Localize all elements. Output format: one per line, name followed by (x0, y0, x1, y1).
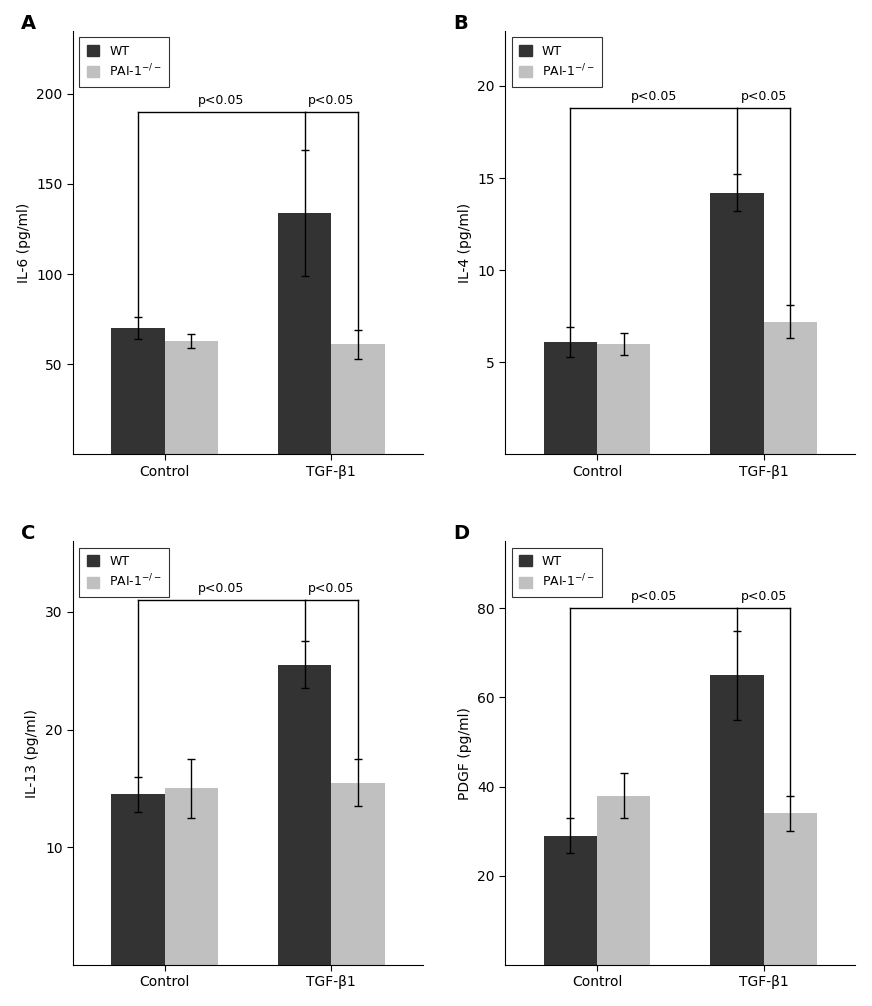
Y-axis label: PDGF (pg/ml): PDGF (pg/ml) (458, 707, 472, 800)
Bar (543, 342, 597, 455)
Text: p<0.05: p<0.05 (308, 94, 355, 107)
Text: p<0.05: p<0.05 (740, 90, 787, 103)
Bar (331, 344, 385, 455)
Y-axis label: IL-4 (pg/ml): IL-4 (pg/ml) (458, 202, 472, 283)
Y-axis label: IL-6 (pg/ml): IL-6 (pg/ml) (17, 202, 31, 283)
Bar (711, 675, 764, 965)
Text: B: B (453, 14, 467, 33)
Bar (278, 665, 331, 965)
Bar (165, 789, 218, 965)
Text: p<0.05: p<0.05 (740, 591, 787, 604)
Bar (331, 783, 385, 965)
Y-axis label: IL-13 (pg/ml): IL-13 (pg/ml) (25, 708, 39, 798)
Text: A: A (21, 14, 36, 33)
Bar (764, 322, 817, 455)
Legend: WT, PAI-1$^{-/-}$: WT, PAI-1$^{-/-}$ (512, 547, 602, 598)
Text: C: C (21, 524, 35, 543)
Text: p<0.05: p<0.05 (198, 582, 244, 596)
Text: p<0.05: p<0.05 (630, 90, 677, 103)
Legend: WT, PAI-1$^{-/-}$: WT, PAI-1$^{-/-}$ (79, 37, 169, 87)
Bar (764, 813, 817, 965)
Bar (112, 795, 165, 965)
Text: p<0.05: p<0.05 (308, 582, 355, 596)
Text: D: D (453, 524, 469, 543)
Bar (112, 328, 165, 455)
Bar (597, 344, 651, 455)
Text: p<0.05: p<0.05 (198, 94, 244, 107)
Bar (711, 193, 764, 455)
Legend: WT, PAI-1$^{-/-}$: WT, PAI-1$^{-/-}$ (79, 547, 169, 598)
Bar (597, 796, 651, 965)
Bar (165, 341, 218, 455)
Legend: WT, PAI-1$^{-/-}$: WT, PAI-1$^{-/-}$ (512, 37, 602, 87)
Text: p<0.05: p<0.05 (630, 591, 677, 604)
Bar (543, 836, 597, 965)
Bar (278, 213, 331, 455)
